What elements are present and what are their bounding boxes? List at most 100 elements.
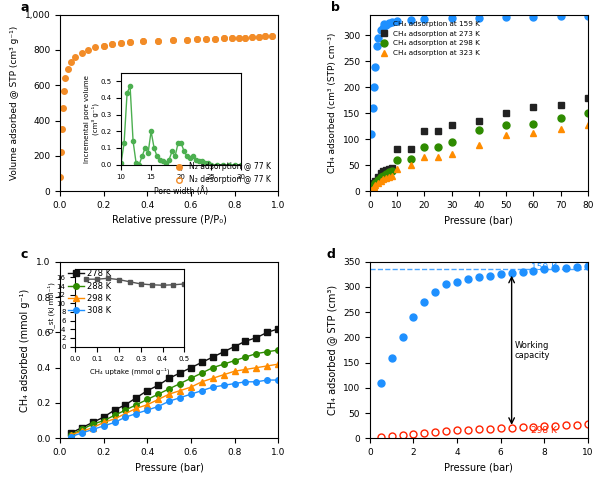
Legend: 278 K, 288 K, 298 K, 308 K: 278 K, 288 K, 298 K, 308 K [64,266,114,318]
298 K [209,375,217,381]
308 K [122,414,129,420]
N₂ adsorption @ 77 K [262,33,269,39]
Text: a: a [21,1,29,14]
CH₄ adsorption at 273 K [380,169,387,174]
CH₄ adsorption at 323 K [369,186,376,191]
N₂ desorption @ 77 K [118,40,125,46]
N₂ adsorption @ 77 K [58,150,65,155]
308 K [133,411,140,416]
CH₄ adsorption at 159 K [503,14,510,20]
308 K [198,388,205,393]
N₂ adsorption @ 77 K [229,35,236,41]
288 K [209,365,217,371]
CH₄ adsorption at 273 K [421,129,428,134]
278 K [100,414,107,420]
CH₄ adsorption at 159 K [383,22,390,28]
CH₄ adsorption at 159 K [388,19,395,25]
298 K [155,396,162,402]
N₂ adsorption @ 77 K [126,39,133,45]
288 K [111,412,118,418]
Line: 278 K: 278 K [68,326,281,436]
CH₄ adsorption at 273 K [388,165,395,171]
N₂ adsorption @ 77 K [59,105,66,111]
308 K [187,391,194,397]
288 K [275,347,282,353]
CH₄ adsorption at 298 K [475,127,482,133]
298 K [143,402,151,408]
N₂ adsorption @ 77 K [71,54,79,60]
CH₄ adsorption at 273 K [383,168,390,173]
N₂ desorption @ 77 K [262,33,269,39]
N₂ adsorption @ 77 K [183,37,190,42]
Line: CH₄ adsorption at 298 K: CH₄ adsorption at 298 K [368,110,592,193]
288 K [100,418,107,424]
Text: 159 K: 159 K [532,263,557,272]
CH₄ adsorption at 273 K [448,122,455,128]
288 K [78,427,85,432]
288 K [187,375,194,381]
CH₄ adsorption at 159 K [374,35,382,41]
CH₄ adsorption at 273 K [368,186,375,191]
278 K [111,407,118,413]
X-axis label: Relative pressure (P/P₀): Relative pressure (P/P₀) [112,215,227,225]
CH₄ adsorption at 323 K [385,174,392,180]
N₂ desorption @ 77 K [268,33,275,39]
CH₄ adsorption at 159 K [421,16,428,22]
Line: 308 K: 308 K [68,377,281,439]
Line: N₂ desorption @ 77 K: N₂ desorption @ 77 K [101,33,274,48]
N₂ adsorption @ 77 K [268,33,275,39]
CH₄ adsorption at 323 K [370,184,377,190]
N₂ adsorption @ 77 K [220,36,227,41]
CH₄ adsorption at 273 K [385,167,392,172]
N₂ adsorption @ 77 K [155,38,162,44]
Y-axis label: CH₄ adsorbed @ STP (cm³): CH₄ adsorbed @ STP (cm³) [327,285,337,415]
CH₄ adsorption at 159 K [385,20,392,26]
278 K [198,359,205,365]
N₂ adsorption @ 77 K [235,35,242,41]
308 K [220,382,227,388]
298 K [78,429,85,434]
278 K [209,354,217,360]
CH₄ adsorption at 323 K [374,180,382,186]
CH₄ adsorption at 323 K [584,122,592,128]
298 K [242,367,249,373]
CH₄ adsorption at 159 K [380,25,387,31]
CH₄ adsorption at 298 K [385,169,392,175]
CH₄ adsorption at 323 K [503,132,510,138]
288 K [67,432,74,438]
298 K [275,361,282,367]
CH₄ adsorption at 323 K [371,183,379,188]
Legend: N₂ adsorption @ 77 K, N₂ desorption @ 77 K: N₂ adsorption @ 77 K, N₂ desorption @ 77… [169,159,274,187]
CH₄ adsorption at 298 K [421,144,428,150]
Line: CH₄ adsorption at 273 K: CH₄ adsorption at 273 K [368,94,592,192]
CH₄ adsorption at 273 K [371,178,379,184]
278 K [220,349,227,355]
CH₄ adsorption at 273 K [394,146,401,151]
N₂ adsorption @ 77 K [242,35,249,40]
Y-axis label: CH₄ adsorbed (cm³ (STP) cm⁻³): CH₄ adsorbed (cm³ (STP) cm⁻³) [328,33,337,173]
CH₄ adsorption at 323 K [434,154,442,160]
N₂ desorption @ 77 K [155,38,162,44]
N₂ adsorption @ 77 K [78,51,85,56]
CH₄ adsorption at 298 K [557,115,565,121]
CH₄ adsorption at 323 K [475,143,482,149]
278 K [155,382,162,388]
N₂ adsorption @ 77 K [85,47,92,53]
308 K [89,427,97,432]
298 K [231,368,238,374]
N₂ desorption @ 77 K [194,37,201,42]
N₂ adsorption @ 77 K [109,41,116,47]
N₂ desorption @ 77 K [242,35,249,40]
CH₄ adsorption at 159 K [475,15,482,20]
Y-axis label: CH₄ adsorbed (mmol g⁻¹): CH₄ adsorbed (mmol g⁻¹) [20,288,31,412]
308 K [143,407,151,413]
N₂ adsorption @ 77 K [100,42,107,48]
278 K [231,344,238,350]
CH₄ adsorption at 273 K [374,174,382,180]
CH₄ adsorption at 323 K [407,162,415,168]
CH₄ adsorption at 159 K [530,14,537,19]
N₂ desorption @ 77 K [100,42,107,48]
CH₄ adsorption at 298 K [370,182,377,188]
X-axis label: Pressure (bar): Pressure (bar) [134,463,203,472]
CH₄ adsorption at 159 K [373,43,380,49]
